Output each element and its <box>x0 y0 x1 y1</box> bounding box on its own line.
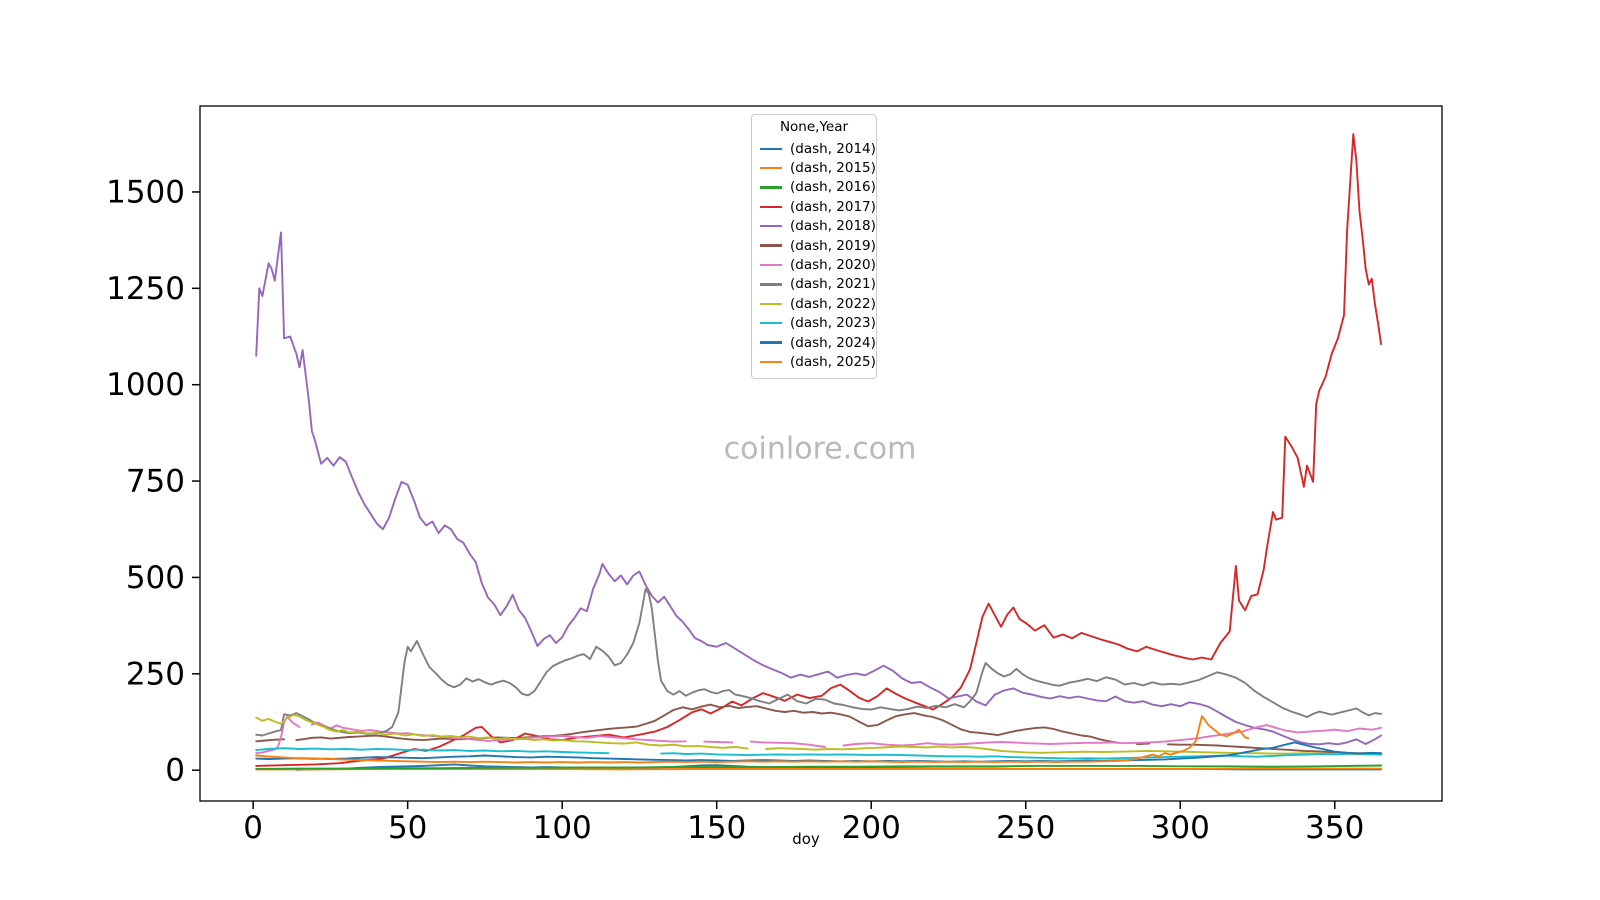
legend-item: (dash, 2014) <box>760 139 876 158</box>
legend-swatch <box>760 302 782 306</box>
legend-title: None,Year <box>779 119 849 135</box>
plot-border <box>199 105 1443 802</box>
legend-item-label: (dash, 2025) <box>790 353 876 370</box>
legend-item: (dash, 2023) <box>760 314 876 333</box>
legend-item: (dash, 2021) <box>760 275 876 294</box>
legend-item: (dash, 2022) <box>760 294 876 313</box>
legend-swatch <box>760 186 782 189</box>
legend-item-label: (dash, 2022) <box>790 295 876 312</box>
y-tick-label: 1000 <box>106 367 185 403</box>
series-line-dash-2019 <box>255 703 1383 755</box>
legend-item: (dash, 2024) <box>760 333 876 352</box>
legend-item: (dash, 2019) <box>760 236 876 255</box>
x-tick-label: 350 <box>1305 810 1364 846</box>
legend-swatch <box>760 360 782 364</box>
x-tick-label: 300 <box>1151 810 1210 846</box>
legend-item-label: (dash, 2019) <box>790 237 876 254</box>
series-line-dash-2025 <box>255 715 1250 764</box>
legend-item-label: (dash, 2014) <box>790 140 876 157</box>
legend-swatch <box>760 147 782 150</box>
series-line-dash-2016 <box>255 764 1383 770</box>
legend-swatch <box>760 244 782 247</box>
legend-item-label: (dash, 2018) <box>790 218 876 235</box>
x-tick-label: 200 <box>842 810 901 846</box>
legend-swatch <box>760 205 782 209</box>
y-tick-label: 250 <box>126 656 185 692</box>
legend-swatch <box>760 341 782 344</box>
series-line-dash-2020 <box>255 716 1383 755</box>
x-axis-label: doy <box>792 830 820 848</box>
series-line-dash-2023 <box>255 747 1383 760</box>
y-tick-label: 1500 <box>106 174 185 210</box>
x-tick-label: 0 <box>243 810 263 846</box>
legend-item-label: (dash, 2024) <box>790 334 876 351</box>
legend-item: (dash, 2025) <box>760 352 876 371</box>
y-tick-label: 1250 <box>106 271 185 307</box>
series-line-dash-2018 <box>255 231 1383 746</box>
legend-item: (dash, 2017) <box>760 197 876 216</box>
legend-swatch <box>760 225 782 228</box>
y-tick-label: 500 <box>126 560 185 596</box>
legend-item-label: (dash, 2016) <box>790 179 876 196</box>
x-tick-label: 250 <box>996 810 1055 846</box>
legend-item: (dash, 2018) <box>760 217 876 236</box>
legend-item-label: (dash, 2020) <box>790 257 876 274</box>
legend-box: None,Year (dash, 2014) (dash, 2015) (dash,… <box>751 114 877 379</box>
x-tick-label: 100 <box>533 810 592 846</box>
legend-swatch <box>760 283 782 286</box>
watermark: coinlore.com <box>723 431 917 467</box>
legend-entries: (dash, 2014) (dash, 2015) (dash, 2016) (das… <box>760 139 876 372</box>
legend-item-label: (dash, 2021) <box>790 276 876 293</box>
legend-swatch <box>760 263 782 267</box>
x-tick-label: 150 <box>687 810 746 846</box>
legend-item-label: (dash, 2017) <box>790 198 876 215</box>
legend-item: (dash, 2015) <box>760 158 876 177</box>
y-tick-label: 0 <box>165 753 185 789</box>
legend-item-label: (dash, 2015) <box>790 160 876 177</box>
legend-item-label: (dash, 2023) <box>790 315 876 332</box>
y-tick-label: 750 <box>126 464 185 500</box>
series-line-dash-2021 <box>255 588 1383 737</box>
series-line-dash-2022 <box>255 714 1383 756</box>
legend-swatch <box>760 322 782 325</box>
legend-swatch <box>760 166 782 170</box>
legend-item: (dash, 2016) <box>760 178 876 197</box>
legend-item: (dash, 2020) <box>760 255 876 274</box>
x-tick-label: 50 <box>388 810 427 846</box>
